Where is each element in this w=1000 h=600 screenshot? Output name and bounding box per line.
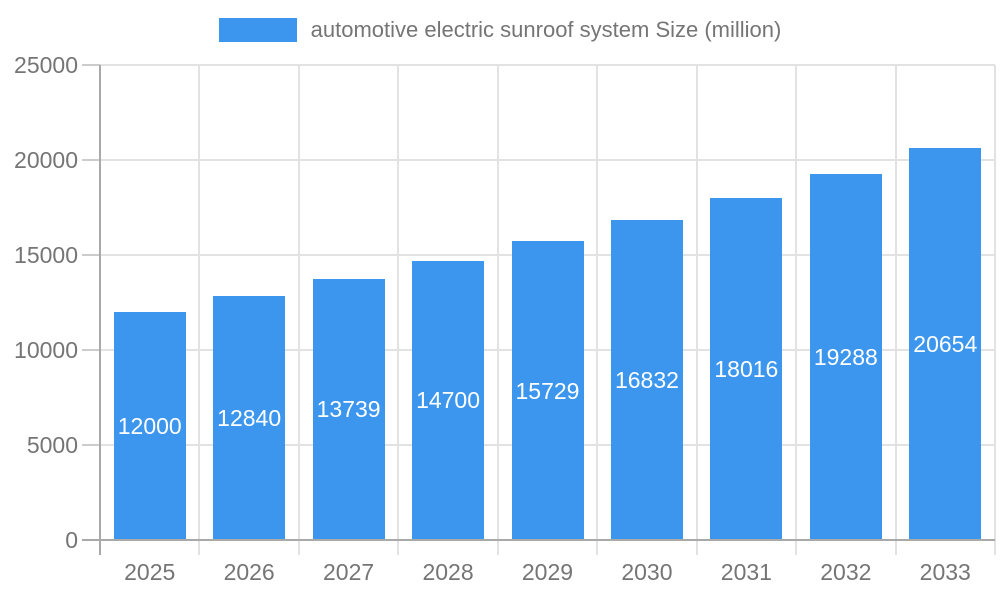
y-tick-label: 5000 <box>26 432 78 458</box>
x-tick-label: 2032 <box>820 559 872 585</box>
y-tick <box>82 159 100 161</box>
y-tick-label: 25000 <box>14 52 78 78</box>
bar <box>610 220 683 540</box>
vertical-gridline <box>795 65 798 540</box>
legend: automotive electric sunroof system Size … <box>0 14 1000 46</box>
vertical-gridline <box>695 65 698 540</box>
bar-value-label: 14700 <box>416 387 481 414</box>
bar-value-label: 15729 <box>515 377 580 404</box>
bar <box>710 197 783 540</box>
vertical-gridline <box>496 65 499 540</box>
x-tick <box>894 540 897 555</box>
x-tick <box>695 540 698 555</box>
bar-value-label: 18016 <box>714 355 779 382</box>
horizontal-gridline <box>100 64 995 66</box>
y-axis-line <box>99 65 101 555</box>
bar <box>809 173 882 540</box>
x-tick <box>795 540 798 555</box>
x-axis-line <box>82 539 995 541</box>
x-tick-label: 2031 <box>720 559 772 585</box>
x-tick <box>297 540 300 555</box>
bar <box>213 296 286 540</box>
bar <box>312 278 385 540</box>
legend-label: automotive electric sunroof system Size … <box>310 17 782 42</box>
x-tick-label: 2028 <box>422 559 474 585</box>
bar-value-label: 13739 <box>316 396 381 423</box>
bar-value-label: 20654 <box>913 330 978 357</box>
y-tick <box>82 349 100 351</box>
x-tick-label: 2030 <box>621 559 673 585</box>
y-tick-label: 15000 <box>14 242 78 268</box>
x-tick-label: 2025 <box>124 559 176 585</box>
y-tick <box>82 254 100 256</box>
horizontal-gridline <box>100 159 995 161</box>
vertical-gridline <box>297 65 300 540</box>
x-tick <box>496 540 499 555</box>
y-tick-label: 10000 <box>14 337 78 363</box>
vertical-gridline <box>894 65 897 540</box>
y-tick <box>82 444 100 446</box>
bar <box>511 241 584 540</box>
vertical-gridline <box>994 65 996 540</box>
x-tick <box>596 540 599 555</box>
x-tick <box>994 540 996 555</box>
x-tick-label: 2033 <box>919 559 971 585</box>
bar <box>909 147 982 540</box>
vertical-gridline <box>397 65 400 540</box>
bar-value-label: 19288 <box>813 343 878 370</box>
bar-value-label: 12840 <box>217 405 282 432</box>
legend-swatch <box>218 18 297 42</box>
x-tick <box>198 540 201 555</box>
bar <box>113 312 186 540</box>
bar-value-label: 12000 <box>117 413 182 439</box>
vertical-gridline <box>596 65 599 540</box>
x-tick <box>397 540 400 555</box>
x-tick-label: 2026 <box>223 559 275 585</box>
x-tick-label: 2027 <box>323 559 375 585</box>
bar <box>412 260 485 540</box>
x-tick-label: 2029 <box>521 559 574 585</box>
y-tick <box>82 64 100 66</box>
vertical-gridline <box>198 65 201 540</box>
y-tick-label: 0 <box>65 527 78 553</box>
bar-value-label: 16832 <box>614 367 679 394</box>
y-tick-label: 20000 <box>14 147 78 173</box>
